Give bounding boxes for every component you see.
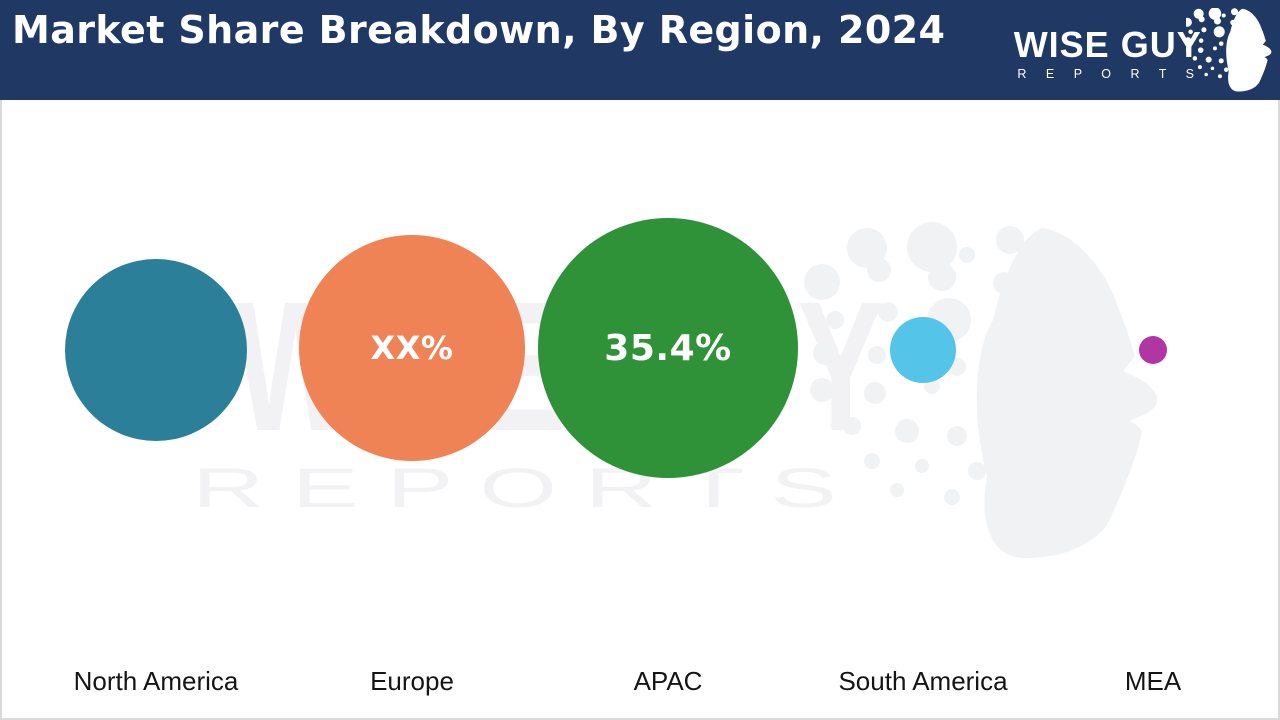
wise-guy-face-icon [1186,8,1272,92]
bubble-value-label: 35.4% [604,327,732,369]
watermark-face-icon [804,222,1158,559]
region-label-south-america: South America [838,666,1008,696]
watermark-subtitle: R E P O R T S [192,456,837,519]
region-label-europe: Europe [370,666,454,696]
bubble-south-america [890,317,956,383]
header-bar: Market Share Breakdown, By Region, 2024 … [0,0,1280,100]
page-title: Market Share Breakdown, By Region, 2024 [12,8,946,52]
logo-subtitle: R E P O R T S [1017,67,1202,81]
region-label-north-america: North America [73,666,239,696]
bubble-value-label: XX% [370,329,454,367]
bubble-mea [1139,336,1167,364]
bubble-north-america [65,259,247,441]
logo-text: WISE GUY R E P O R T S [1013,24,1202,82]
bubble-chart: WISE GUY R E P O R T S North AmericaXX%E… [0,100,1280,720]
region-label-mea: MEA [1124,666,1182,696]
logo-wordmark: WISE GUY [1013,24,1202,65]
bubble-europe: XX% [299,235,525,461]
wise-guy-logo: WISE GUY R E P O R T S [1013,8,1274,92]
region-label-apac: APAC [633,666,703,696]
bubble-apac: 35.4% [538,218,798,478]
